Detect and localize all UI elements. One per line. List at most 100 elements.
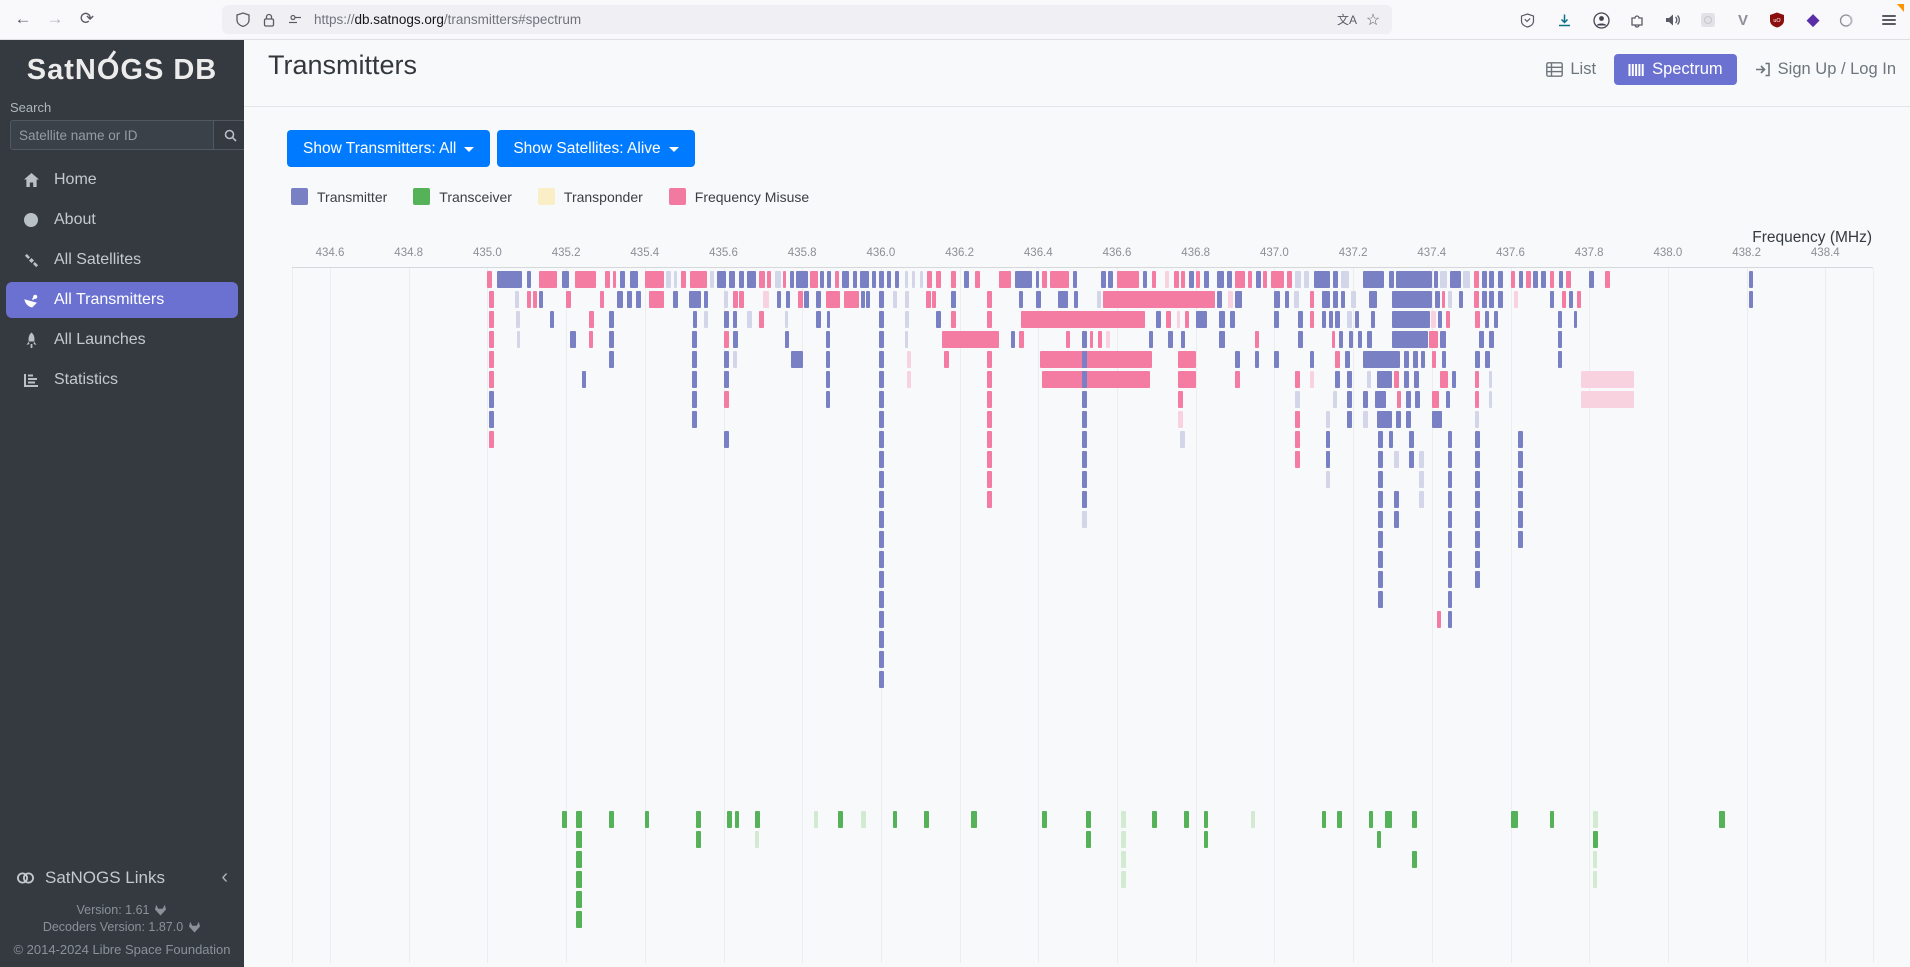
spectrum-bar-transceiver[interactable] (971, 811, 977, 828)
spectrum-bar-frequency-misuse[interactable] (843, 291, 860, 308)
spectrum-bar-frequency-misuse[interactable] (1475, 371, 1479, 388)
spectrum-bar-transceiver[interactable] (1593, 831, 1598, 848)
spectrum-bar-transmitter-inactive-[interactable] (1303, 271, 1309, 288)
spectrum-bar-transmitter-inactive-[interactable] (733, 351, 738, 368)
spectrum-bar-transmitter[interactable] (1451, 371, 1457, 388)
spectrum-bar-transceiver[interactable] (1719, 811, 1725, 828)
spectrum-bar-transmitter-inactive-[interactable] (904, 311, 910, 328)
spectrum-bar-transmitter-inactive-[interactable] (1294, 291, 1299, 308)
spectrum-bar-frequency-misuse[interactable] (825, 291, 840, 308)
spectrum-bar-transmitter[interactable] (878, 471, 884, 488)
spectrum-bar-frequency-misuse[interactable] (1178, 391, 1183, 408)
show-satellites-dropdown[interactable]: Show Satellites: Alive (497, 130, 695, 167)
spectrum-bar-transmitter[interactable] (1180, 331, 1186, 348)
spectrum-bar-transmitter[interactable] (581, 371, 587, 388)
spectrum-bar-transmitter[interactable] (1396, 271, 1432, 288)
spectrum-bar-frequency-misuse[interactable] (1152, 271, 1157, 288)
spectrum-bar-frequency-misuse[interactable] (1235, 371, 1240, 388)
spectrum-bar-frequency-misuse[interactable] (1431, 351, 1437, 368)
spectrum-bar-transmitter[interactable] (1568, 291, 1574, 308)
search-input[interactable] (10, 120, 214, 150)
spectrum-bar-transmitter[interactable] (1406, 411, 1411, 428)
spectrum-bar-frequency-misuse[interactable] (588, 311, 594, 328)
spectrum-bar-transmitter[interactable] (489, 411, 495, 428)
spectrum-bar-transmitter[interactable] (819, 271, 824, 288)
spectrum-bar-frequency-misuse[interactable] (1475, 311, 1480, 328)
spectrum-bar-frequency-misuse[interactable] (599, 291, 605, 308)
spectrum-bar-transmitter[interactable] (1541, 271, 1546, 288)
spectrum-bar-frequency-misuse-faded-[interactable] (1106, 331, 1110, 348)
spectrum-bar-transmitter[interactable] (1488, 291, 1494, 308)
spectrum-bar-transmitter[interactable] (1549, 291, 1555, 308)
spectrum-bar-frequency-misuse[interactable] (526, 291, 531, 308)
spectrum-bar-transmitter[interactable] (1447, 591, 1453, 608)
spectrum-bar-transmitter[interactable] (1219, 331, 1226, 348)
spectrum-bar-transmitter[interactable] (1447, 511, 1453, 528)
spectrum-bar-transmitter-inactive-[interactable] (666, 271, 672, 288)
spectrum-bar-frequency-misuse[interactable] (1262, 271, 1268, 288)
spectrum-bar-frequency-misuse[interactable] (758, 311, 764, 328)
spectrum-bar-frequency-misuse[interactable] (1431, 391, 1439, 408)
spectrum-bar-frequency-misuse[interactable] (489, 431, 495, 448)
spectrum-bar-transceiver-faded-[interactable] (1593, 851, 1597, 868)
spectrum-bar-frequency-misuse[interactable] (1270, 271, 1285, 288)
spectrum-bar-transmitter[interactable] (629, 271, 638, 288)
spectrum-bar-transmitter[interactable] (1396, 411, 1402, 428)
spectrum-bar-frequency-misuse[interactable] (489, 291, 495, 308)
spectrum-bar-frequency-misuse[interactable] (1294, 451, 1300, 468)
spectrum-bar-transmitter[interactable] (692, 331, 697, 348)
speaker-icon[interactable] (1660, 7, 1686, 33)
spectrum-bar-transceiver[interactable] (1183, 811, 1189, 828)
spectrum-bar-frequency-misuse-faded-[interactable] (1581, 371, 1635, 388)
spectrum-bar-transmitter[interactable] (733, 331, 738, 348)
spectrum-bar-frequency-misuse[interactable] (943, 351, 949, 368)
spectrum-bar-transmitter[interactable] (1347, 391, 1352, 408)
sidebar-item-statistics[interactable]: Statistics (6, 362, 238, 398)
spectrum-bar-frequency-misuse-faded-[interactable] (1165, 271, 1169, 288)
list-view-button[interactable]: List (1546, 60, 1596, 79)
spectrum-bar-transmitter-inactive-[interactable] (911, 271, 916, 288)
spectrum-bar-frequency-misuse[interactable] (1549, 271, 1555, 288)
spectrum-bar-transmitter[interactable] (692, 391, 697, 408)
spectrum-bar-transceiver[interactable] (575, 811, 583, 828)
spectrum-bar-transmitter-inactive-[interactable] (784, 311, 789, 328)
spectrum-bar-transmitter[interactable] (489, 391, 495, 408)
spectrum-bar-transmitter[interactable] (1082, 411, 1088, 428)
spectrum-bar-transceiver[interactable] (575, 871, 583, 888)
spectrum-bar-transmitter-inactive-[interactable] (1325, 471, 1331, 488)
spectrum-bar-frequency-misuse[interactable] (1166, 311, 1171, 328)
spectrum-bar-transmitter[interactable] (1082, 451, 1088, 468)
spectrum-bar-transceiver[interactable] (1337, 811, 1343, 828)
spectrum-bar-transmitter-inactive-[interactable] (709, 271, 715, 288)
spectrum-bar-transmitter[interactable] (1404, 371, 1409, 388)
spectrum-bar-frequency-misuse[interactable] (1019, 331, 1025, 348)
menu-icon[interactable] (1876, 4, 1904, 33)
spectrum-bar-transmitter[interactable] (825, 391, 831, 408)
spectrum-bar-transmitter[interactable] (1518, 451, 1524, 468)
spectrum-bar-frequency-misuse[interactable] (975, 271, 980, 288)
spectrum-bar-frequency-misuse[interactable] (1474, 291, 1479, 308)
spectrum-bar-transmitter[interactable] (1168, 331, 1173, 348)
spectrum-bar-frequency-misuse[interactable] (758, 271, 765, 288)
spectrum-bar-transmitter[interactable] (724, 351, 729, 368)
spectrum-bar-transmitter[interactable] (729, 271, 736, 288)
spectrum-bar-transmitter[interactable] (878, 271, 884, 288)
spectrum-bar-transmitter[interactable] (1518, 531, 1524, 548)
spectrum-bar-transmitter[interactable] (1518, 491, 1524, 508)
spectrum-bar-transmitter[interactable] (1392, 291, 1432, 308)
spectrum-bar-transmitter[interactable] (1101, 271, 1106, 288)
spectrum-bar-frequency-misuse[interactable] (987, 291, 992, 308)
spectrum-bar-frequency-misuse[interactable] (936, 271, 941, 288)
spectrum-bar-transmitter[interactable] (1376, 371, 1393, 388)
spectrum-bar-transmitter[interactable] (1298, 331, 1303, 348)
spectrum-bar-transmitter[interactable] (860, 271, 870, 288)
spectrum-bar-transmitter-inactive-[interactable] (1439, 271, 1447, 288)
spectrum-bar-frequency-misuse[interactable] (1294, 371, 1300, 388)
spectrum-bar-transmitter-inactive-[interactable] (516, 331, 521, 348)
spectrum-bar-transmitter-inactive-[interactable] (514, 291, 519, 308)
spectrum-bar-frequency-misuse-faded-[interactable] (1178, 411, 1183, 428)
spectrum-bar-transmitter[interactable] (617, 291, 623, 308)
spectrum-bar-transmitter[interactable] (1447, 491, 1453, 508)
spectrum-bar-transceiver[interactable] (1042, 811, 1047, 828)
spectrum-bar-transmitter-inactive-[interactable] (515, 311, 520, 328)
